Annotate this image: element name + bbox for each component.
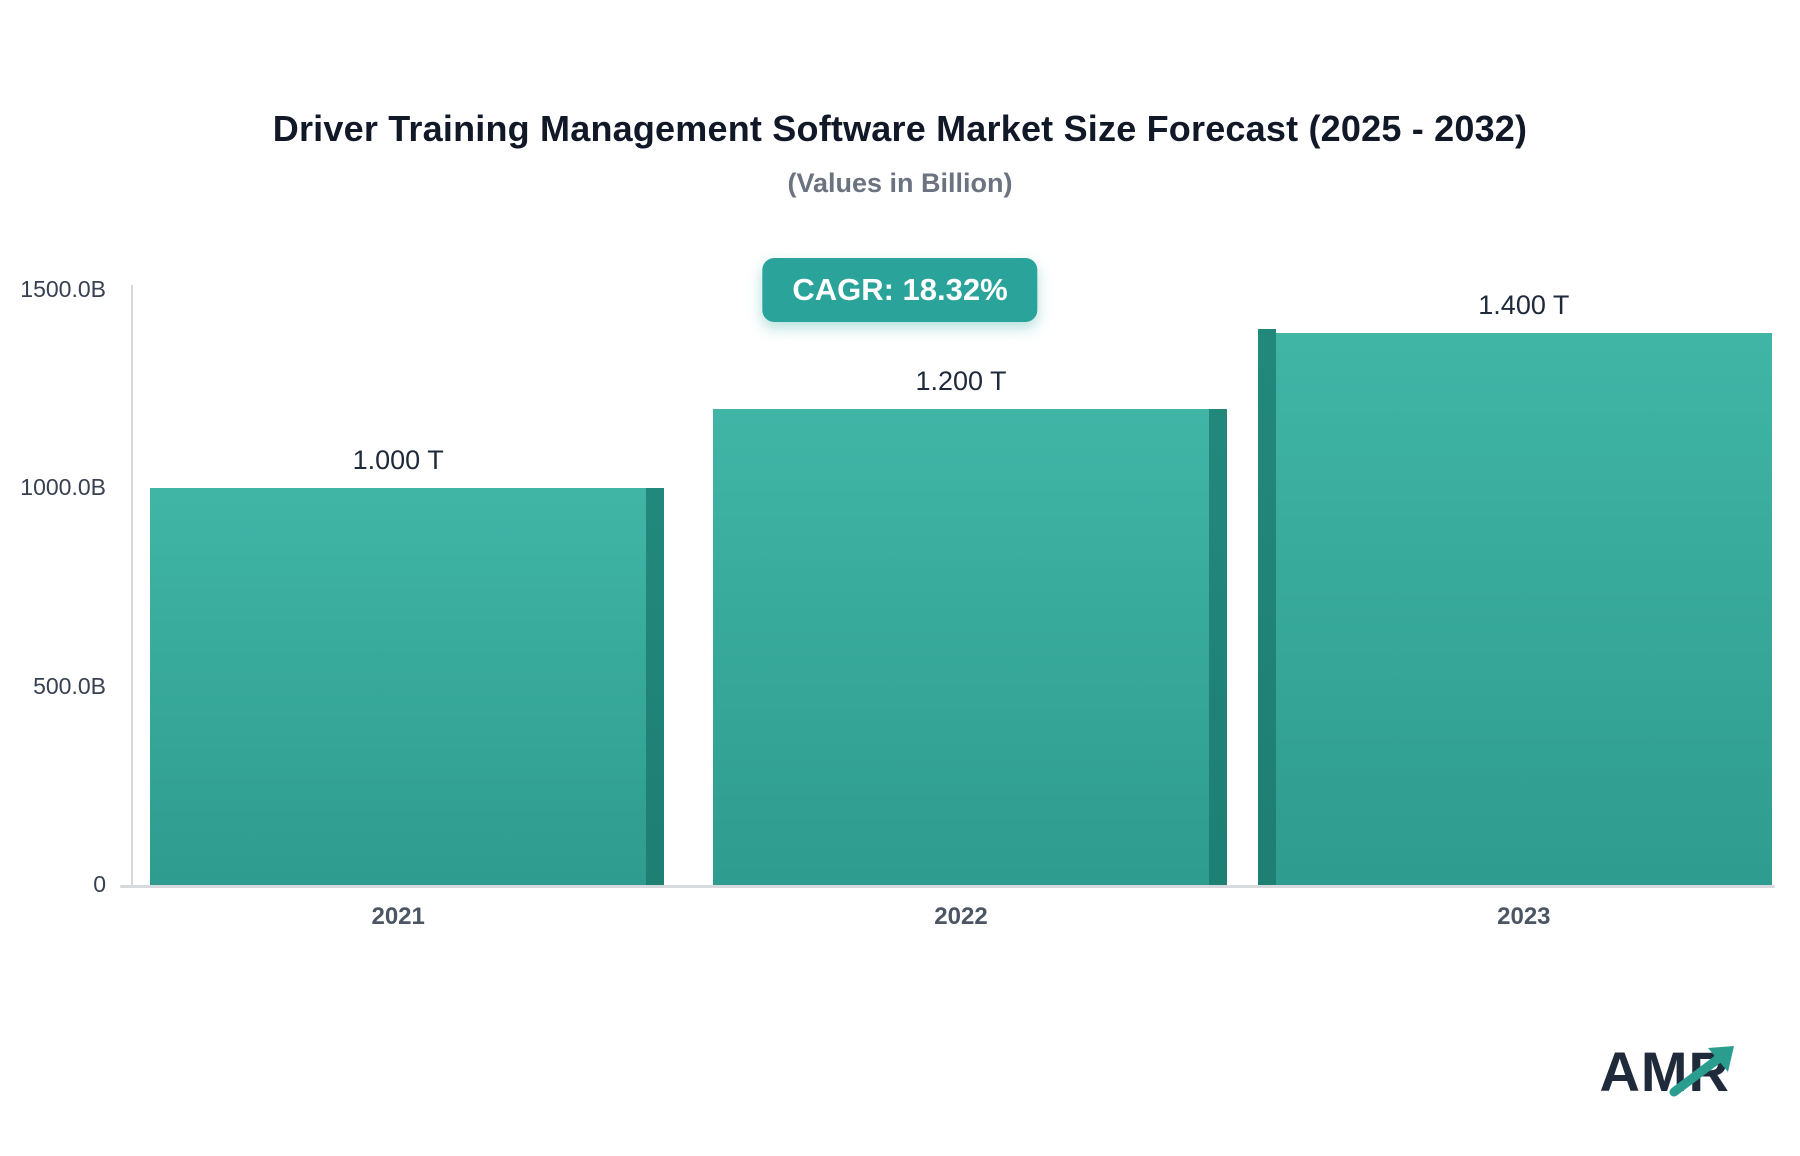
chart-title: Driver Training Management Software Mark…: [272, 108, 1528, 149]
x-axis-category-label: 2021: [371, 903, 425, 930]
y-axis-tick-label: 1000.0B: [20, 474, 106, 501]
y-axis-tick-label: 500.0B: [33, 672, 106, 699]
y-axis-tick-label: 0: [93, 871, 106, 897]
bar-value-label: 1.400 T: [1478, 290, 1570, 320]
x-axis-line: [120, 885, 1775, 888]
x-axis-category-label: 2022: [934, 903, 988, 930]
bar-series: 1.000 T 2021 1.200 T 2022 1.400 T 2023: [150, 290, 1772, 930]
y-axis-tick-labels: 1500.0B 1000.0B 500.0B 0: [0, 276, 120, 897]
amr-logo-arrow-icon: [1669, 1046, 1734, 1097]
bar-group: 1.400 T 2023: [1257, 290, 1772, 930]
bar: [150, 488, 665, 885]
cagr-badge-label: CAGR: 18.32%: [792, 272, 1008, 307]
bar: [712, 409, 1228, 885]
bar-value-label: 1.200 T: [915, 366, 1007, 396]
cagr-badge: CAGR: 18.32%: [762, 258, 1038, 322]
y-axis-tick-label: 1500.0B: [20, 276, 106, 302]
y-axis-line: [131, 285, 133, 887]
bar: [1257, 329, 1772, 885]
chart-subtitle: (Values in Billion): [787, 168, 1013, 198]
bar-group: 1.000 T 2021: [150, 290, 665, 930]
bar-value-label: 1.000 T: [352, 445, 444, 476]
x-axis-category-label: 2023: [1497, 903, 1551, 930]
bar-group: 1.200 T 2022: [712, 290, 1228, 930]
amr-logo: AMR: [1599, 1039, 1734, 1104]
